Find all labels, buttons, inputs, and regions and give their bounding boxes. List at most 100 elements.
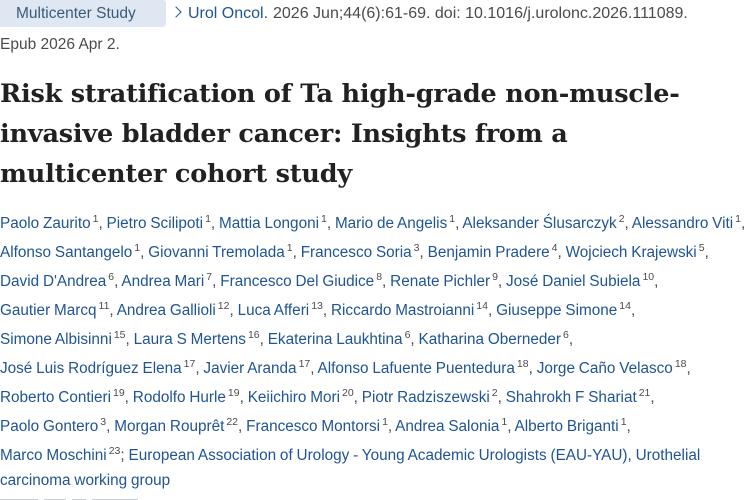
affiliation-link[interactable]: 1	[92, 213, 99, 225]
author-link[interactable]: Giuseppe Simone	[496, 302, 618, 319]
author-item: Wojciech Krajewski 5	[565, 242, 705, 261]
affiliation-link[interactable]: 1	[501, 416, 508, 428]
affiliation-link[interactable]: 13	[311, 300, 323, 312]
affiliation-link[interactable]: 6	[404, 329, 411, 341]
affiliation-link[interactable]: 18	[516, 358, 529, 370]
author-item: Andrea Salonia 1	[395, 416, 508, 435]
author-link[interactable]: Mario de Angelis	[334, 215, 448, 232]
author-item: Francesco Soria 3	[300, 242, 420, 261]
author-link[interactable]: Javier Aranda	[203, 360, 297, 377]
affiliation-link[interactable]: 21	[638, 387, 651, 399]
affiliation-link[interactable]: 1	[320, 213, 327, 225]
author-link[interactable]: José Luis Rodríguez Elena	[0, 360, 182, 377]
chevron-right-icon	[170, 6, 182, 18]
affiliation-link[interactable]: 6	[108, 271, 115, 283]
author-link[interactable]: Alfonso Santangelo	[0, 244, 133, 261]
author-link[interactable]: Pietro Scilipoti	[106, 215, 204, 232]
author-link[interactable]: Andrea Salonia	[395, 418, 500, 435]
affiliation-link[interactable]: 20	[341, 387, 354, 399]
affiliation-link[interactable]: 5	[698, 242, 705, 254]
author-link[interactable]: Alberto Briganti	[514, 418, 619, 435]
affiliation-link[interactable]: 14	[476, 300, 488, 312]
author-item: Piotr Radziszewski 2	[361, 387, 498, 406]
affiliation-link[interactable]: 18	[674, 358, 687, 370]
author-link[interactable]: Roberto Contieri	[0, 389, 111, 406]
author-link[interactable]: Morgan Rouprêt	[114, 418, 225, 435]
author-link[interactable]: Francesco Soria	[300, 244, 412, 261]
author-item: Mattia Longoni 1	[219, 213, 327, 232]
author-item: Roberto Contieri 19	[0, 387, 125, 406]
affiliation-link[interactable]: 10	[642, 271, 655, 283]
author-item: Renate Pichler 9	[390, 271, 498, 290]
author-link[interactable]: Aleksander Ślusarczyk	[462, 215, 617, 232]
epub-date: Epub 2026 Apr 2.	[0, 36, 120, 53]
affiliation-link[interactable]: 23	[108, 445, 121, 457]
author-item: Giuseppe Simone 14	[496, 300, 631, 319]
affiliation-link[interactable]: 22	[226, 416, 239, 428]
author-link[interactable]: Giovanni Tremolada	[148, 244, 285, 261]
affiliation-link[interactable]: 3	[413, 242, 420, 254]
author-item: Keiichiro Mori 20	[247, 387, 354, 406]
collaboration-link[interactable]: European Association of Urology - Young …	[0, 447, 701, 489]
author-link[interactable]: Gautier Marcq	[0, 302, 97, 319]
author-link[interactable]: Simone Albisinni	[0, 331, 112, 348]
author-link[interactable]: Rodolfo Hurle	[132, 389, 226, 406]
author-link[interactable]: Benjamin Pradere	[427, 244, 550, 261]
journal-link[interactable]: Urol Oncol.	[170, 3, 269, 25]
affiliation-link[interactable]: 19	[227, 387, 240, 399]
journal-name[interactable]: Urol Oncol.	[188, 5, 269, 22]
article-title: Risk stratification of Ta high-grade non…	[0, 79, 680, 189]
affiliation-link[interactable]: 1	[205, 213, 211, 225]
affiliation-link[interactable]: 17	[183, 358, 196, 370]
affiliation-link[interactable]: 1	[134, 242, 141, 254]
author-link[interactable]: Luca Afferi	[237, 302, 310, 319]
affiliation-link[interactable]: 9	[492, 271, 498, 283]
author-link[interactable]: Paolo Zaurito	[0, 215, 91, 232]
author-link[interactable]: José Daniel Subiela	[506, 273, 641, 290]
affiliation-link[interactable]: 6	[562, 329, 569, 341]
author-link[interactable]: Paolo Gontero	[0, 418, 99, 435]
affiliation-link[interactable]: 8	[376, 271, 383, 283]
author-link[interactable]: Laura S Mertens	[133, 331, 246, 348]
affiliation-link[interactable]: 4	[551, 242, 558, 254]
author-link[interactable]: Ekaterina Laukhtina	[267, 331, 403, 348]
author-link[interactable]: David D'Andrea	[0, 273, 107, 290]
author-link[interactable]: Mattia Longoni	[219, 215, 319, 232]
affiliation-link[interactable]: 17	[298, 358, 311, 370]
author-item: Francesco Montorsi 1	[246, 416, 388, 435]
author-link[interactable]: Andrea Mari	[121, 273, 205, 290]
affiliation-link[interactable]: 14	[619, 300, 631, 312]
author-link[interactable]: Francesco Del Giudice	[220, 273, 375, 290]
author-link[interactable]: Piotr Radziszewski	[361, 389, 490, 406]
affiliation-link[interactable]: 19	[112, 387, 125, 399]
affiliation-link[interactable]: 1	[620, 416, 627, 428]
affiliation-link[interactable]: 16	[247, 329, 260, 341]
author-item: Giovanni Tremolada 1	[148, 242, 293, 261]
author-link[interactable]: Katharina Oberneder	[418, 331, 561, 348]
affiliation-link[interactable]: 3	[100, 416, 107, 428]
author-link[interactable]: Alessandro Viti	[631, 215, 734, 232]
author-link[interactable]: Marco Moschini	[0, 447, 107, 464]
affiliation-link[interactable]: 1	[286, 242, 293, 254]
author-item: Shahrokh F Shariat 21	[505, 387, 651, 406]
author-link[interactable]: Jorge Caño Velasco	[536, 360, 673, 377]
affiliation-link[interactable]: 2	[491, 387, 498, 399]
author-item: José Daniel Subiela 10	[506, 271, 655, 290]
author-link[interactable]: Wojciech Krajewski	[565, 244, 697, 261]
affiliation-link[interactable]: 11	[98, 300, 110, 312]
author-link[interactable]: Keiichiro Mori	[247, 389, 340, 406]
affiliation-link[interactable]: 1	[382, 416, 388, 428]
author-link[interactable]: Renate Pichler	[390, 273, 491, 290]
affiliation-link[interactable]: 1	[449, 213, 456, 225]
author-link[interactable]: Shahrokh F Shariat	[505, 389, 637, 406]
affiliation-link[interactable]: 12	[217, 300, 230, 312]
affiliation-link[interactable]: 1	[735, 213, 741, 225]
author-link[interactable]: Riccardo Mastroianni	[330, 302, 475, 319]
affiliation-link[interactable]: 15	[113, 329, 126, 341]
author-link[interactable]: Alfonso Lafuente Puentedura	[317, 360, 515, 377]
author-link[interactable]: Francesco Montorsi	[246, 418, 381, 435]
author-item: Andrea Gallioli 12	[116, 300, 230, 319]
affiliation-link[interactable]: 2	[618, 213, 625, 225]
author-link[interactable]: Andrea Gallioli	[116, 302, 216, 319]
affiliation-link[interactable]: 7	[206, 271, 213, 283]
